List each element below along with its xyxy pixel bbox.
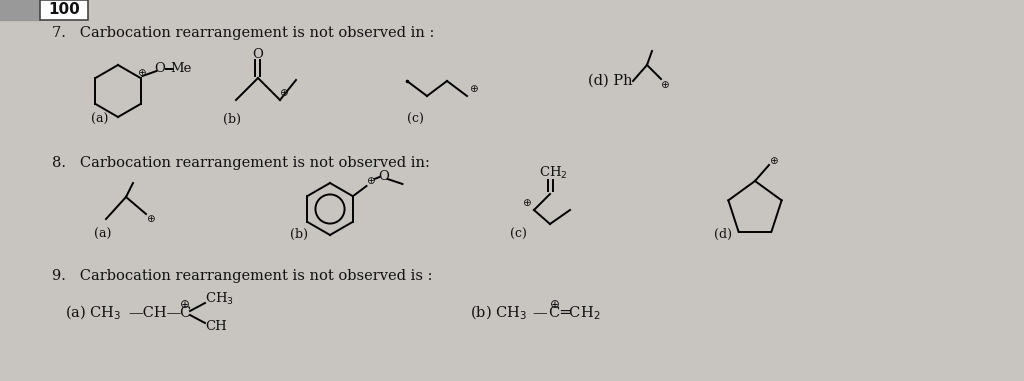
Text: O: O [252,48,263,61]
Text: $\oplus$: $\oplus$ [549,298,559,311]
Text: $\oplus$: $\oplus$ [469,83,479,94]
Text: ═CH$_2$: ═CH$_2$ [560,304,600,322]
Text: $\oplus$: $\oplus$ [178,298,189,311]
Text: (b) CH$_3$: (b) CH$_3$ [470,304,527,322]
Text: 8.   Carbocation rearrangement is not observed in:: 8. Carbocation rearrangement is not obse… [52,156,430,170]
Text: $\oplus$: $\oplus$ [522,197,531,208]
Text: $\oplus$: $\oplus$ [769,155,779,165]
Text: (c): (c) [510,227,526,240]
Text: $\oplus$: $\oplus$ [280,86,289,98]
Text: O: O [378,171,389,184]
Text: C: C [549,306,560,320]
Text: —: — [532,306,547,320]
Text: Me: Me [170,62,191,75]
Text: CH: CH [205,320,226,333]
Text: $\oplus$: $\oplus$ [660,80,670,91]
Text: 7.   Carbocation rearrangement is not observed in :: 7. Carbocation rearrangement is not obse… [52,26,434,40]
Text: CH$_2$: CH$_2$ [539,165,567,181]
FancyBboxPatch shape [40,0,88,20]
Text: C: C [179,306,190,320]
Text: 100: 100 [48,3,80,18]
Text: $\oplus$: $\oplus$ [366,174,376,186]
Text: (a): (a) [91,112,109,125]
Text: (b): (b) [290,227,308,240]
Text: O: O [154,62,165,75]
Text: (d) Ph: (d) Ph [588,74,633,88]
Text: $\oplus$: $\oplus$ [136,67,146,78]
Text: (b): (b) [223,112,241,125]
Text: 9.   Carbocation rearrangement is not observed is :: 9. Carbocation rearrangement is not obse… [52,269,432,283]
Text: (a) CH$_3$: (a) CH$_3$ [65,304,122,322]
Text: (a): (a) [94,227,112,240]
Text: $\oplus$: $\oplus$ [146,213,156,224]
Text: —CH—: —CH— [128,306,181,320]
Text: CH$_3$: CH$_3$ [205,291,233,307]
Text: (d): (d) [714,227,732,240]
Text: (c): (c) [407,112,424,125]
Bar [0,0,40,20]
